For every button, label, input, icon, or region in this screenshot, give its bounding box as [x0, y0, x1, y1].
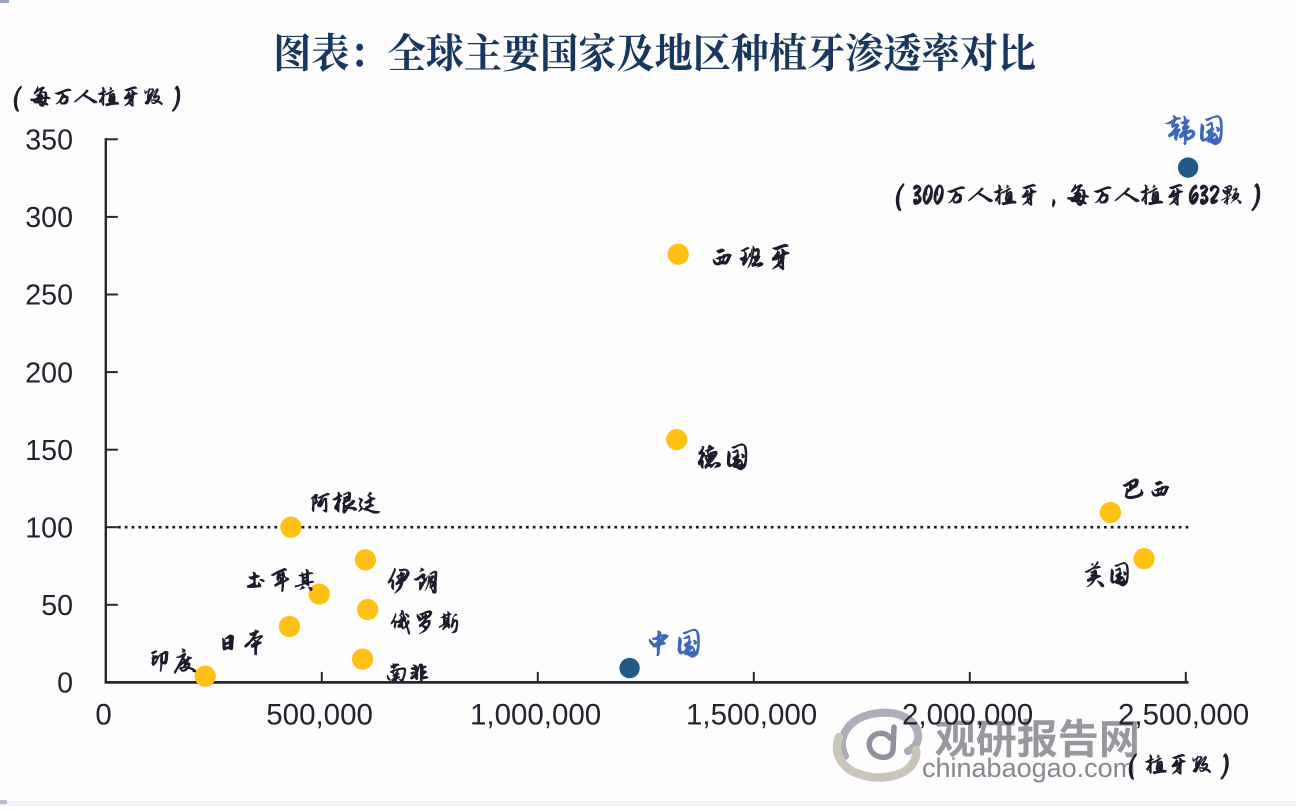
svg-text:500,000: 500,000 — [266, 699, 373, 732]
svg-text:300: 300 — [25, 202, 73, 234]
svg-text:2,000,000: 2,000,000 — [902, 699, 1033, 732]
svg-text:2,500,000: 2,500,000 — [1118, 699, 1249, 732]
svg-text:0: 0 — [95, 699, 111, 732]
svg-text:1,500,000: 1,500,000 — [686, 699, 817, 732]
svg-text:chinabaogao.com: chinabaogao.com — [922, 753, 1135, 783]
svg-text:0: 0 — [57, 668, 73, 700]
svg-text:250: 250 — [25, 280, 73, 312]
svg-text:200: 200 — [25, 357, 73, 389]
svg-text:50: 50 — [41, 590, 73, 622]
svg-text:100: 100 — [25, 512, 73, 544]
svg-text:350: 350 — [25, 125, 73, 157]
svg-text:150: 150 — [25, 435, 73, 467]
svg-text:1,000,000: 1,000,000 — [470, 699, 601, 732]
